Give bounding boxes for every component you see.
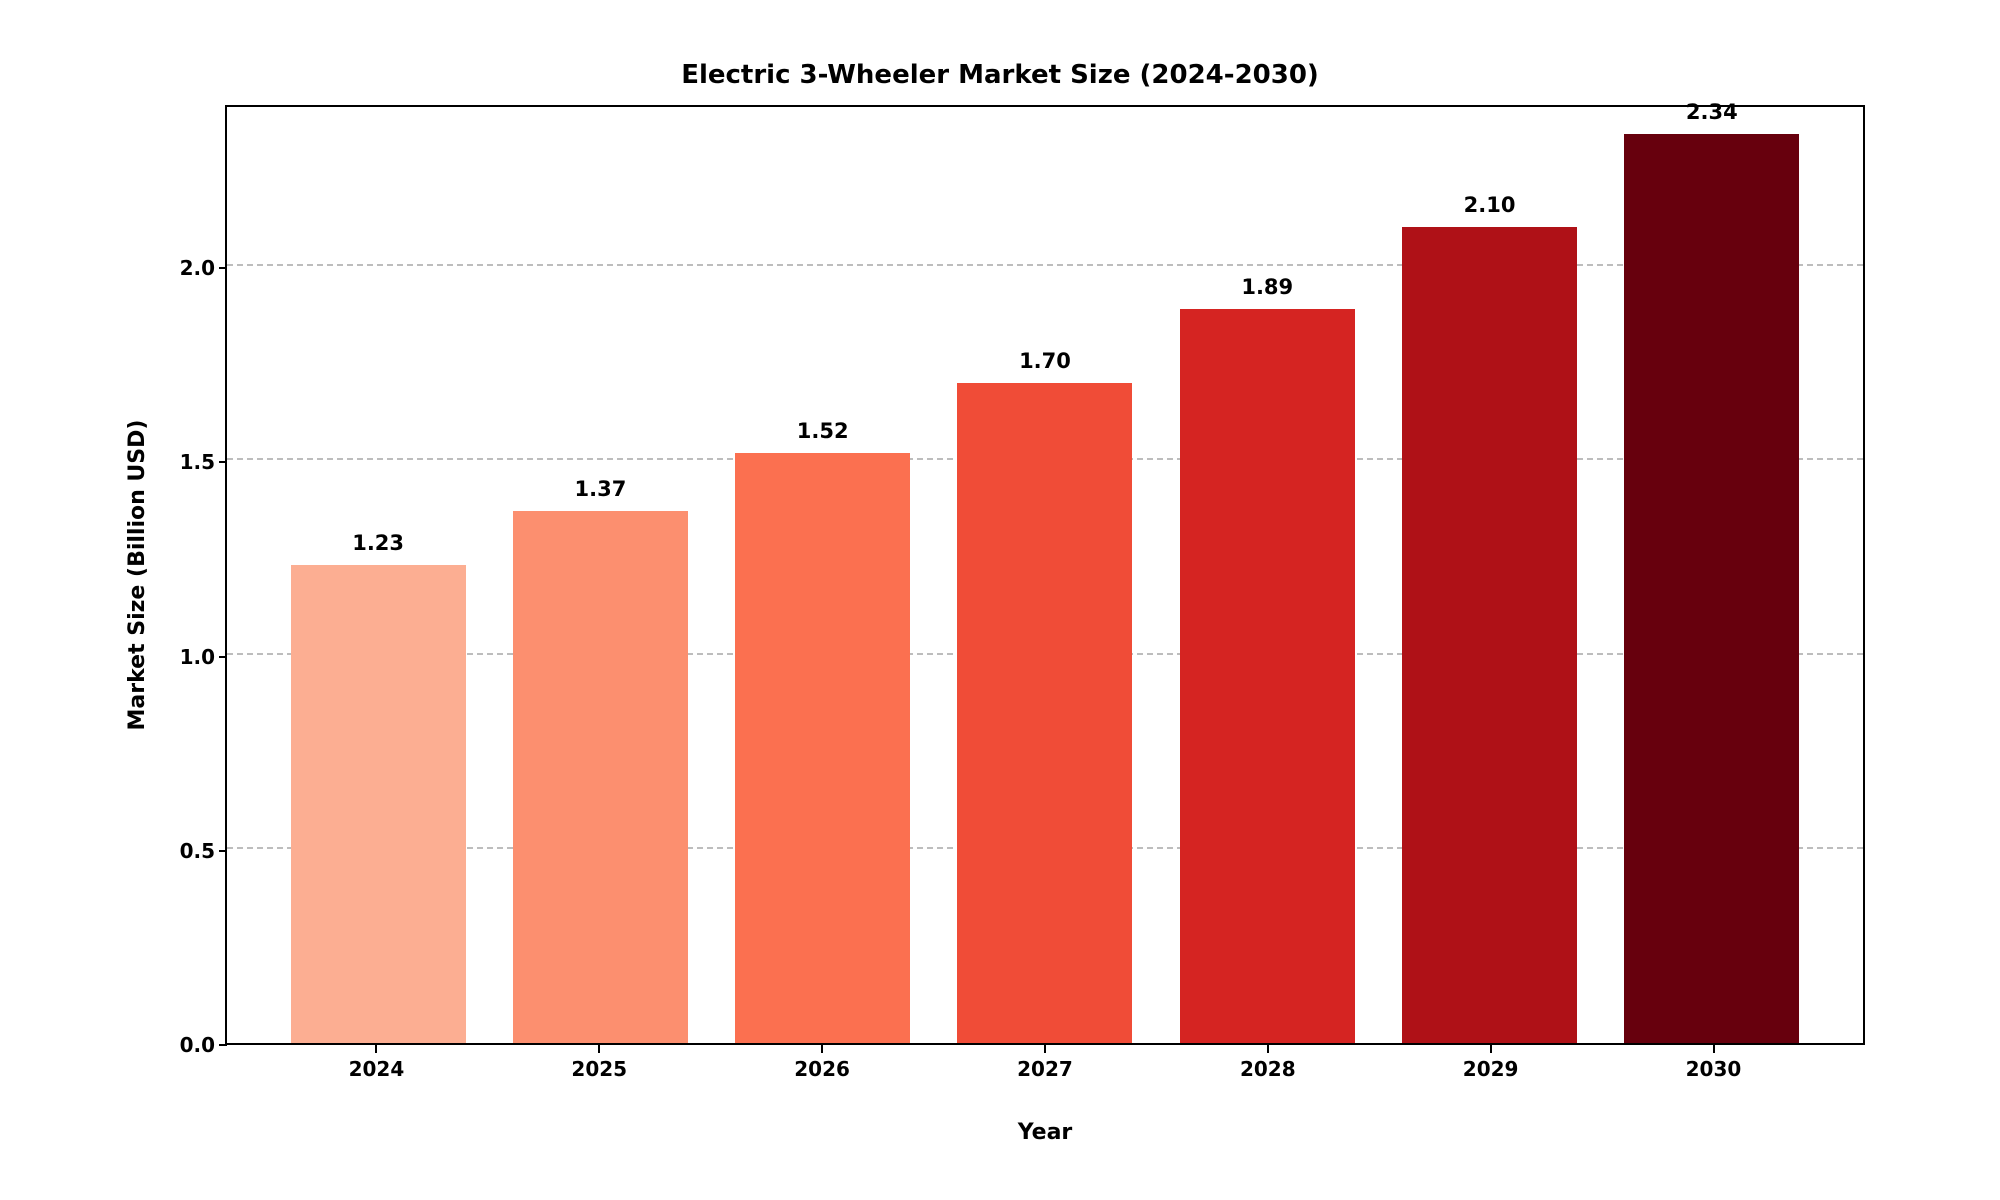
x-axis-label: Year — [225, 1120, 1865, 1145]
plot-area: 1.231.371.521.701.892.102.34 — [225, 105, 1865, 1045]
bar-value-label: 1.52 — [723, 419, 923, 443]
bar — [957, 383, 1132, 1043]
bar — [735, 453, 910, 1043]
chart-container: Electric 3-Wheeler Market Size (2024-203… — [90, 50, 1910, 1150]
bar — [1402, 227, 1577, 1043]
bar-value-label: 2.10 — [1390, 193, 1590, 217]
x-tick-label: 2027 — [945, 1045, 1145, 1095]
x-tick-label: 2026 — [722, 1045, 922, 1095]
chart-title: Electric 3-Wheeler Market Size (2024-203… — [90, 60, 1910, 90]
bar-slot: 2.10 — [1390, 227, 1590, 1043]
bar-slot: 1.89 — [1167, 309, 1367, 1043]
bar-slot: 1.70 — [945, 383, 1145, 1043]
y-axis: 0.00.51.01.52.0 — [185, 105, 225, 1045]
y-tick-label: 1.5 — [180, 450, 215, 474]
bar-value-label: 1.23 — [278, 531, 478, 555]
bar-slot: 1.37 — [500, 511, 700, 1043]
x-axis: 2024 2025 2026 2027 2028 2029 2030 — [225, 1045, 1865, 1095]
x-tick-label: 2030 — [1613, 1045, 1813, 1095]
y-tick-label: 1.0 — [180, 645, 215, 669]
bar — [513, 511, 688, 1043]
y-axis-label: Market Size (Billion USD) — [125, 105, 150, 1045]
y-tick-label: 0.0 — [180, 1033, 215, 1057]
x-tick-label: 2028 — [1168, 1045, 1368, 1095]
bar-slot: 1.52 — [723, 453, 923, 1043]
bar — [291, 565, 466, 1043]
bar-slot: 2.34 — [1612, 134, 1812, 1043]
bar-slot: 1.23 — [278, 565, 478, 1043]
x-tick-label: 2029 — [1391, 1045, 1591, 1095]
y-tick-label: 0.5 — [180, 839, 215, 863]
bar-value-label: 1.70 — [945, 349, 1145, 373]
bars-wrapper: 1.231.371.521.701.892.102.34 — [227, 107, 1863, 1043]
x-tick-label: 2025 — [499, 1045, 699, 1095]
x-tick-label: 2024 — [276, 1045, 476, 1095]
bar-value-label: 2.34 — [1612, 100, 1812, 124]
bar — [1180, 309, 1355, 1043]
bar-value-label: 1.37 — [500, 477, 700, 501]
y-tick-label: 2.0 — [180, 256, 215, 280]
bar — [1624, 134, 1799, 1043]
bar-value-label: 1.89 — [1167, 275, 1367, 299]
